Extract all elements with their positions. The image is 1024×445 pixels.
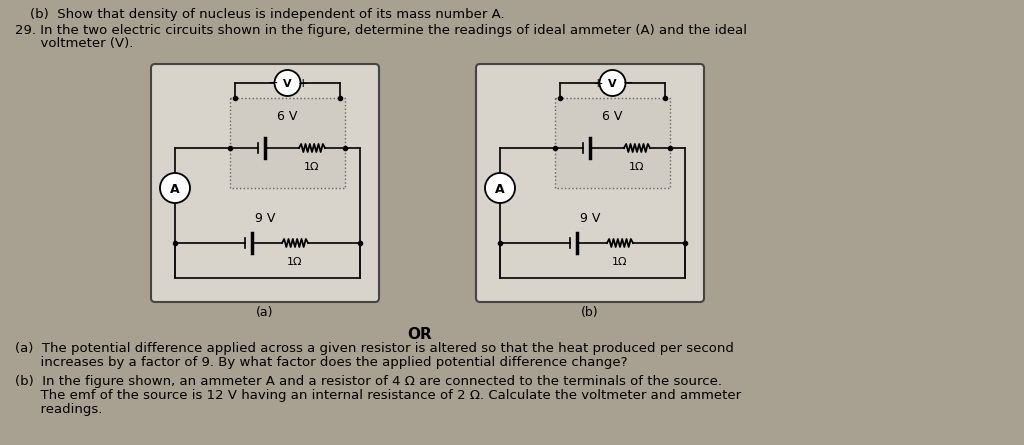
Circle shape [160,173,190,203]
Text: (b): (b) [582,306,599,319]
Text: The emf of the source is 12 V having an internal resistance of 2 Ω. Calculate th: The emf of the source is 12 V having an … [15,389,741,402]
FancyBboxPatch shape [476,64,705,302]
Text: +: + [297,77,308,89]
Text: OR: OR [408,327,432,342]
FancyBboxPatch shape [151,64,379,302]
Text: (a): (a) [256,306,273,319]
Text: −: − [623,77,633,89]
Text: 1Ω: 1Ω [612,257,628,267]
Text: (b)  Show that density of nucleus is independent of its mass number A.: (b) Show that density of nucleus is inde… [30,8,505,21]
Text: voltmeter (V).: voltmeter (V). [15,37,133,50]
Text: 1Ω: 1Ω [630,162,645,172]
Text: 9 V: 9 V [255,212,275,225]
Text: (a)  The potential difference applied across a given resistor is altered so that: (a) The potential difference applied acr… [15,342,734,355]
Text: 9 V: 9 V [580,212,600,225]
Text: (b)  In the figure shown, an ammeter A and a resistor of 4 Ω are connected to th: (b) In the figure shown, an ammeter A an… [15,375,722,388]
Text: 1Ω: 1Ω [304,162,319,172]
Circle shape [485,173,515,203]
Circle shape [599,70,626,96]
Text: 1Ω: 1Ω [288,257,303,267]
Bar [555,98,670,188]
Bar [230,98,345,188]
Text: A: A [170,182,180,195]
Text: +: + [592,77,603,89]
Text: −: − [267,77,278,89]
Text: readings.: readings. [15,403,102,416]
Text: V: V [284,79,292,89]
Text: 6 V: 6 V [278,110,298,123]
Text: V: V [608,79,616,89]
Text: A: A [496,182,505,195]
Text: 6 V: 6 V [602,110,623,123]
Text: 29. In the two electric circuits shown in the figure, determine the readings of : 29. In the two electric circuits shown i… [15,24,746,37]
Text: increases by a factor of 9. By what factor does the applied potential difference: increases by a factor of 9. By what fact… [15,356,628,369]
Circle shape [274,70,300,96]
